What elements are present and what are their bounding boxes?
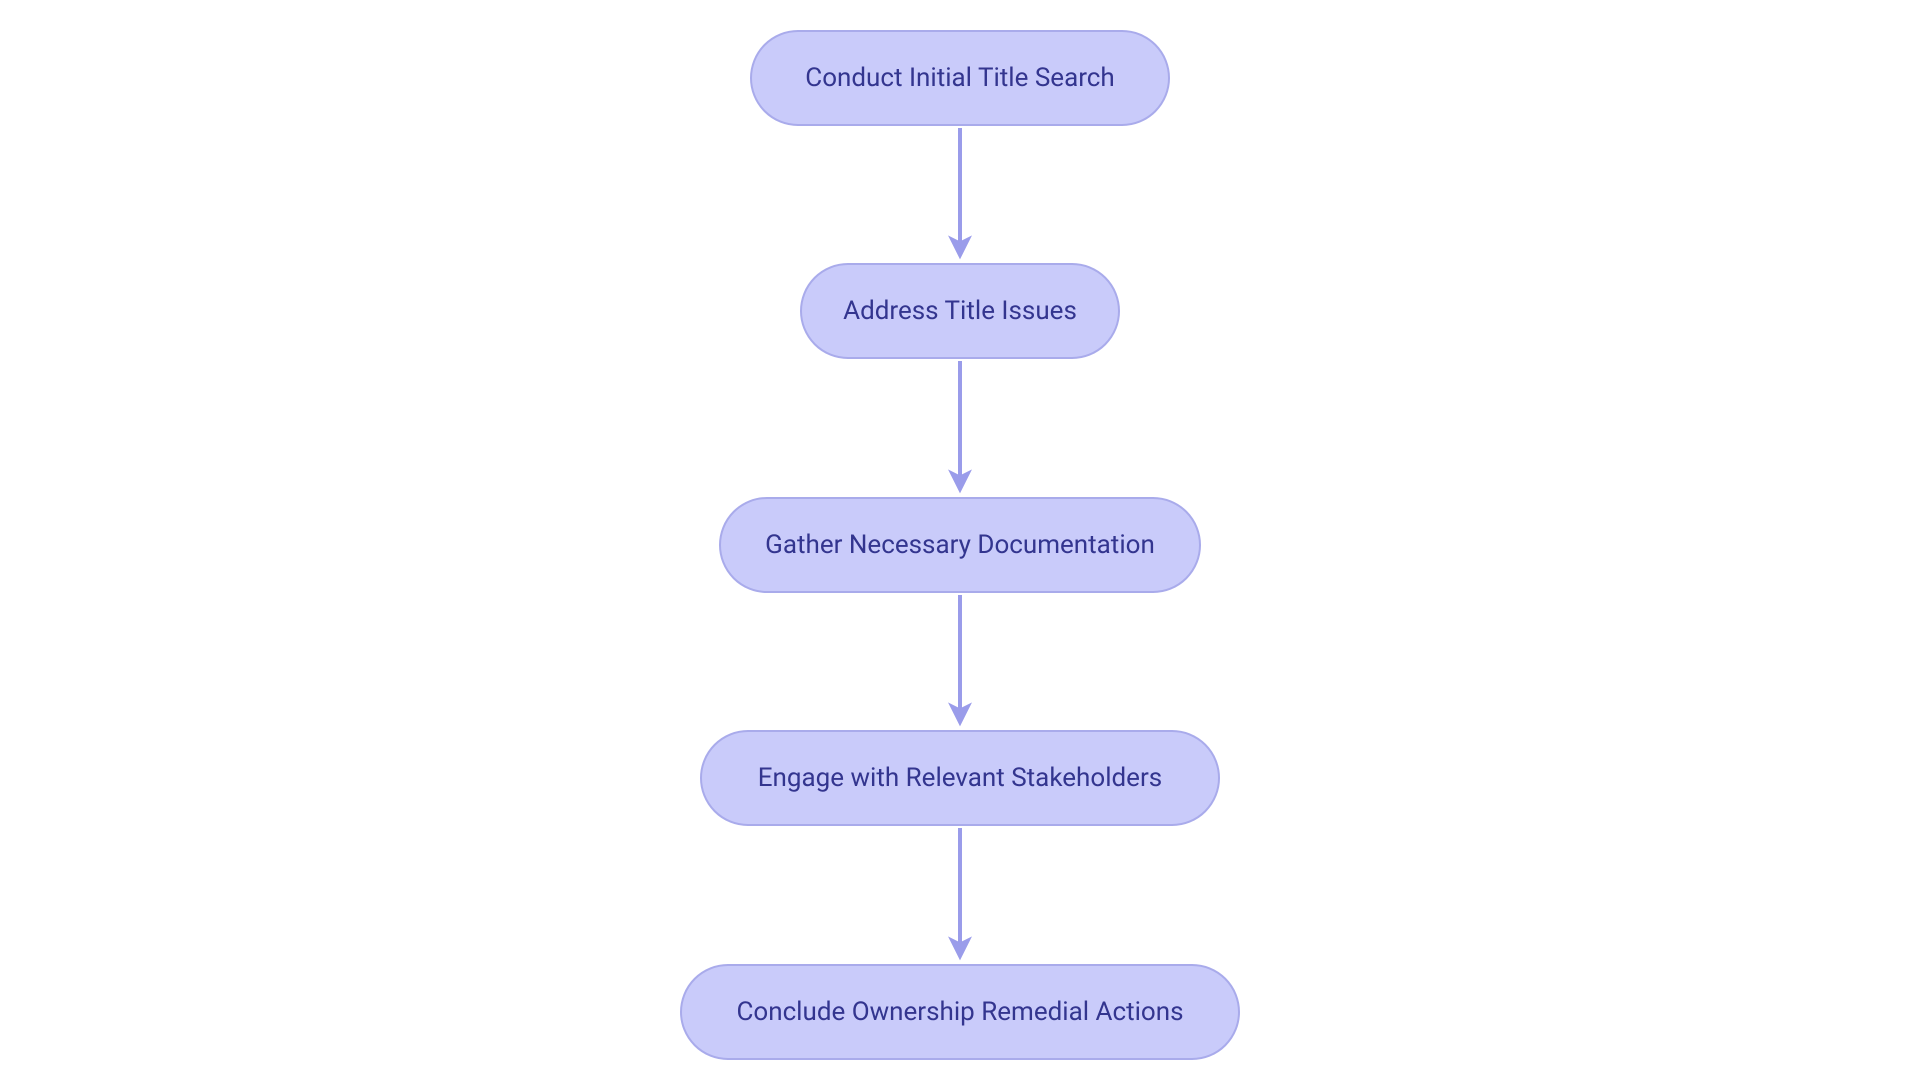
flowchart-canvas: Conduct Initial Title Search Address Tit…: [0, 0, 1920, 1083]
flowchart-node-0: Conduct Initial Title Search: [750, 30, 1170, 126]
flowchart-node-1: Address Title Issues: [800, 263, 1120, 359]
flowchart-node-4: Conclude Ownership Remedial Actions: [680, 964, 1240, 1060]
flowchart-node-3: Engage with Relevant Stakeholders: [700, 730, 1220, 826]
flowchart-node-label: Conduct Initial Title Search: [805, 63, 1114, 93]
flowchart-node-label: Address Title Issues: [843, 296, 1077, 326]
flowchart-node-label: Gather Necessary Documentation: [765, 530, 1155, 560]
flowchart-node-2: Gather Necessary Documentation: [719, 497, 1201, 593]
flowchart-node-label: Conclude Ownership Remedial Actions: [736, 997, 1183, 1027]
flowchart-node-label: Engage with Relevant Stakeholders: [758, 763, 1162, 793]
